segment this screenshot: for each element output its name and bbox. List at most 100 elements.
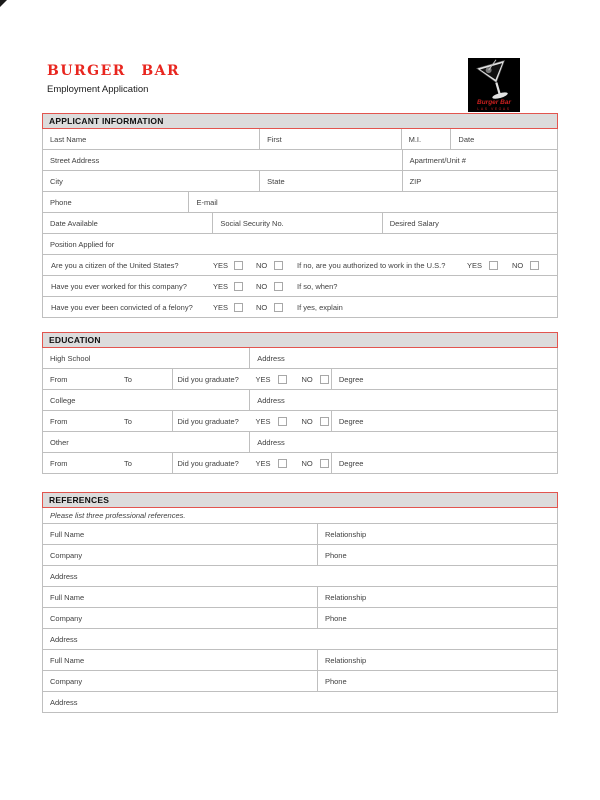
- label-company: Company: [50, 613, 83, 623]
- felony-no-checkbox[interactable]: [274, 302, 283, 312]
- field-other-graduate: Did you graduate? YES NO: [173, 453, 332, 473]
- field-ssn[interactable]: Social Security No.: [213, 213, 383, 233]
- label-if-yes-explain: If yes, explain: [297, 302, 343, 312]
- field-date-available[interactable]: Date Available: [43, 213, 214, 233]
- field-reference1-address[interactable]: Address: [43, 566, 557, 586]
- college-graduate-yes-checkbox[interactable]: [277, 416, 287, 426]
- worked-yes-checkbox[interactable]: [234, 281, 243, 291]
- references-table: Please list three professional reference…: [42, 508, 558, 713]
- table-row: Company Phone: [43, 608, 557, 629]
- label-yes: YES: [255, 458, 271, 468]
- table-row: Full Name Relationship: [43, 587, 557, 608]
- field-zip[interactable]: ZIP: [403, 171, 557, 191]
- label-yes: YES: [255, 416, 271, 426]
- field-last-name[interactable]: Last Name: [43, 129, 261, 149]
- field-reference2-address[interactable]: Address: [43, 629, 557, 649]
- section-applicant-information: APPLICANT INFORMATION Last Name First M.…: [42, 113, 558, 318]
- table-row: Position Applied for: [43, 234, 557, 255]
- field-reference2-full-name[interactable]: Full Name: [43, 587, 318, 607]
- field-high-school-degree[interactable]: Degree: [332, 369, 557, 389]
- field-reference3-phone[interactable]: Phone: [318, 671, 557, 691]
- field-date[interactable]: Date: [451, 129, 557, 149]
- martini-glass-icon: Burger Bar LAS VEGAS: [468, 58, 520, 112]
- field-middle-initial[interactable]: M.I.: [402, 129, 452, 149]
- field-reference1-company[interactable]: Company: [43, 545, 318, 565]
- field-street-address[interactable]: Street Address: [43, 150, 403, 170]
- worked-no-checkbox[interactable]: [274, 281, 283, 291]
- field-other-address[interactable]: Address: [250, 432, 557, 452]
- education-dates-row: From To Did you graduate? YES NO Degree: [43, 411, 557, 432]
- field-college[interactable]: College: [43, 390, 251, 410]
- field-high-school-graduate: Did you graduate? YES NO: [173, 369, 332, 389]
- field-other-from-to[interactable]: From To: [43, 453, 173, 473]
- field-apartment-unit[interactable]: Apartment/Unit #: [403, 150, 557, 170]
- field-other-degree[interactable]: Degree: [332, 453, 557, 473]
- label-from: From: [50, 458, 68, 468]
- field-reference3-company[interactable]: Company: [43, 671, 318, 691]
- authorized-yes-checkbox[interactable]: [489, 260, 498, 270]
- label-relationship: Relationship: [324, 655, 367, 665]
- label-address: Address: [50, 571, 78, 581]
- other-graduate-no-checkbox[interactable]: [319, 458, 329, 468]
- field-college-from-to[interactable]: From To: [43, 411, 173, 431]
- education-dates-row: From To Did you graduate? YES NO Degree: [43, 369, 557, 390]
- section-references: REFERENCES Please list three professiona…: [42, 492, 558, 713]
- label-phone: Phone: [50, 197, 72, 207]
- label-college: College: [50, 395, 76, 405]
- field-desired-salary[interactable]: Desired Salary: [383, 213, 557, 233]
- label-full-name: Full Name: [50, 655, 85, 665]
- page-corner-artifact: [0, 0, 7, 7]
- field-high-school-from-to[interactable]: From To: [43, 369, 173, 389]
- field-reference3-address[interactable]: Address: [43, 692, 557, 712]
- label-address: Address: [257, 437, 285, 447]
- field-email[interactable]: E-mail: [189, 192, 557, 212]
- label-yes: YES: [213, 260, 229, 270]
- citizen-yes-checkbox[interactable]: [234, 260, 243, 270]
- field-reference3-full-name[interactable]: Full Name: [43, 650, 318, 670]
- other-graduate-yes-checkbox[interactable]: [277, 458, 287, 468]
- field-reference1-phone[interactable]: Phone: [318, 545, 557, 565]
- education-table: High School Address From To Did you grad…: [42, 348, 558, 474]
- felony-yes-checkbox[interactable]: [234, 302, 243, 312]
- citizen-no-checkbox[interactable]: [274, 260, 283, 270]
- label-no: NO: [301, 374, 313, 384]
- label-ssn: Social Security No.: [220, 218, 284, 228]
- field-city[interactable]: City: [43, 171, 261, 191]
- field-reference2-phone[interactable]: Phone: [318, 608, 557, 628]
- label-no: NO: [301, 416, 313, 426]
- label-did-you-graduate: Did you graduate?: [177, 416, 239, 426]
- field-state[interactable]: State: [260, 171, 403, 191]
- field-college-address[interactable]: Address: [250, 390, 557, 410]
- table-row: Full Name Relationship: [43, 650, 557, 671]
- field-high-school[interactable]: High School: [43, 348, 251, 368]
- label-email: E-mail: [196, 197, 218, 207]
- label-yes: YES: [213, 281, 229, 291]
- field-reference2-company[interactable]: Company: [43, 608, 318, 628]
- label-no: NO: [256, 281, 268, 291]
- hs-graduate-yes-checkbox[interactable]: [277, 374, 287, 384]
- field-reference1-full-name[interactable]: Full Name: [43, 524, 318, 544]
- label-if-so-when: If so, when?: [297, 281, 338, 291]
- authorized-no-checkbox[interactable]: [530, 260, 539, 270]
- college-graduate-no-checkbox[interactable]: [319, 416, 329, 426]
- field-reference2-relationship[interactable]: Relationship: [318, 587, 557, 607]
- field-high-school-address[interactable]: Address: [250, 348, 557, 368]
- label-from: From: [50, 416, 68, 426]
- field-reference1-relationship[interactable]: Relationship: [318, 524, 557, 544]
- field-reference3-relationship[interactable]: Relationship: [318, 650, 557, 670]
- label-full-name: Full Name: [50, 592, 85, 602]
- label-yes: YES: [255, 374, 271, 384]
- field-first-name[interactable]: First: [260, 129, 402, 149]
- field-other-school[interactable]: Other: [43, 432, 251, 452]
- table-row: Company Phone: [43, 545, 557, 566]
- hs-graduate-no-checkbox[interactable]: [319, 374, 329, 384]
- label-felony-question: Have you ever been convicted of a felony…: [51, 302, 193, 312]
- label-to: To: [124, 416, 132, 426]
- field-phone[interactable]: Phone: [43, 192, 190, 212]
- label-no: NO: [256, 302, 268, 312]
- field-college-degree[interactable]: Degree: [332, 411, 557, 431]
- table-row: College Address: [43, 390, 557, 411]
- label-yes: YES: [213, 302, 229, 312]
- field-position-applied-for[interactable]: Position Applied for: [43, 234, 557, 254]
- education-section-header: EDUCATION: [42, 332, 558, 348]
